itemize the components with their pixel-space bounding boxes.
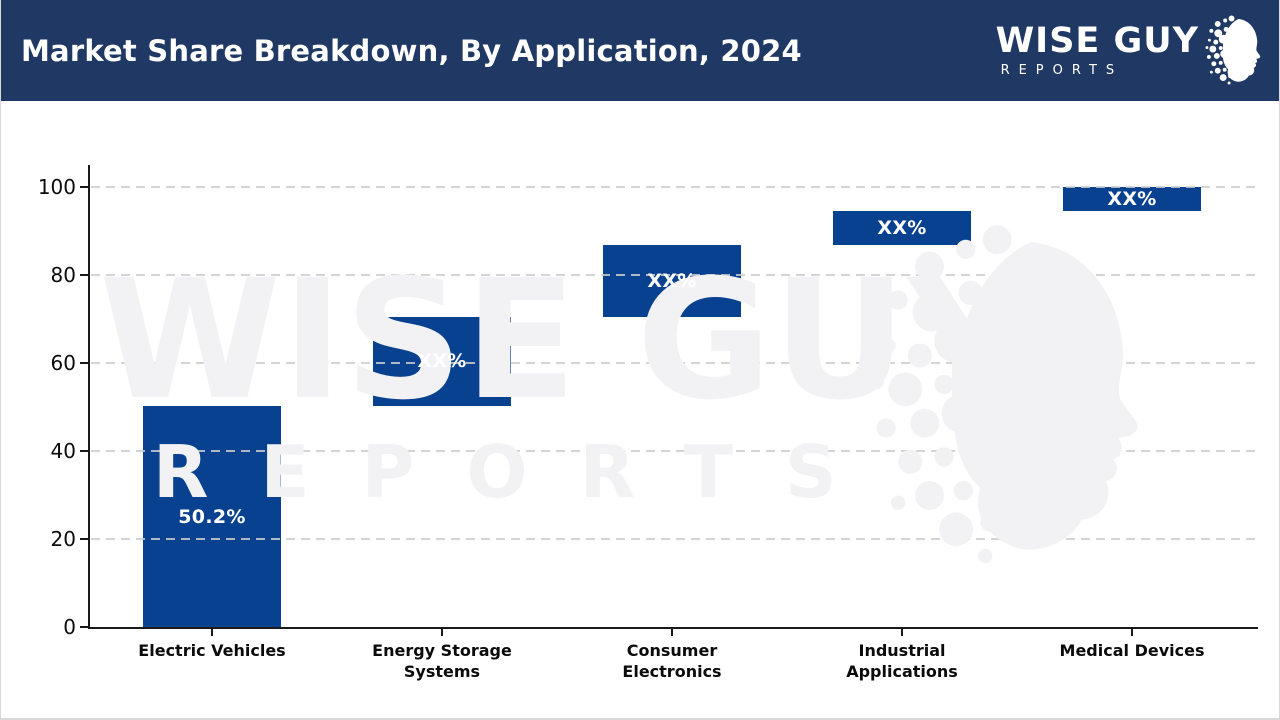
gridline-20 xyxy=(91,538,1258,540)
y-tick-mark xyxy=(80,186,88,188)
chart-title: Market Share Breakdown, By Application, … xyxy=(21,33,802,68)
y-tick-mark xyxy=(80,450,88,452)
bar-4: XX% xyxy=(833,210,971,246)
logo-wordmark: WISE GUY REPORTS xyxy=(995,20,1199,78)
x-tick-mark xyxy=(901,629,903,636)
y-tick-label: 60 xyxy=(50,351,76,375)
y-tick-mark xyxy=(80,626,88,628)
watermark-wordmark: WISE GUY xyxy=(99,244,1029,436)
gridline-40 xyxy=(91,450,1258,452)
x-tick-label: Consumer Electronics xyxy=(622,641,722,681)
y-tick-label: 80 xyxy=(50,263,76,287)
bar-value-label: 50.2% xyxy=(178,505,246,528)
y-tick-label: 0 xyxy=(63,615,76,639)
y-tick-label: 40 xyxy=(50,439,76,463)
bar-value-label: XX% xyxy=(417,350,467,373)
bar-2: XX% xyxy=(373,316,511,407)
y-tick-mark xyxy=(80,274,88,276)
y-tick-mark xyxy=(80,362,88,364)
bar-3: XX% xyxy=(603,245,741,317)
x-tick-label: Energy Storage Systems xyxy=(372,641,512,681)
x-tick-mark xyxy=(211,629,213,636)
y-tick-label: 100 xyxy=(37,175,76,199)
logo-primary-text: WISE GUY xyxy=(995,20,1199,61)
bar-5: XX% xyxy=(1063,187,1201,211)
y-tick-label: 20 xyxy=(50,527,76,551)
watermark-subtext: REPORTS xyxy=(153,430,889,514)
y-tick-mark xyxy=(80,538,88,540)
x-axis-line xyxy=(88,627,1258,629)
bar-value-label: XX% xyxy=(877,216,927,239)
x-tick-mark xyxy=(441,629,443,636)
bar-value-label: XX% xyxy=(647,269,697,292)
wise-guy-logo: WISE GUY REPORTS xyxy=(996,10,1267,92)
x-tick-label: Electric Vehicles xyxy=(138,641,286,660)
bar-value-label: XX% xyxy=(1107,187,1157,210)
x-tick-label: Medical Devices xyxy=(1059,641,1205,660)
x-tick-mark xyxy=(671,629,673,636)
gridline-80 xyxy=(91,274,1258,276)
logo-secondary-text: REPORTS xyxy=(1000,62,1124,78)
x-tick-label: Industrial Applications xyxy=(846,641,958,681)
y-axis-line xyxy=(88,165,90,629)
watermark-head-silhouette-icon xyxy=(869,225,1138,564)
gridline-100 xyxy=(91,186,1258,188)
x-tick-mark xyxy=(1131,629,1133,636)
bar-1: 50.2% xyxy=(143,406,281,627)
gridline-60 xyxy=(91,362,1258,364)
header: Market Share Breakdown, By Application, … xyxy=(1,0,1279,101)
